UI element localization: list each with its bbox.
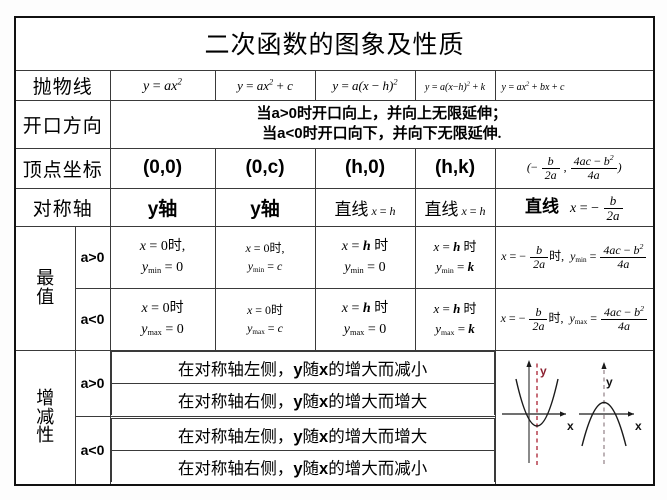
extremum-pos-cell-5: x = − b 2a 时, ymin = 4ac − b2 4a — [494, 225, 655, 289]
vertex-value-4: (h,k) — [414, 147, 496, 189]
monotonic-label-char3: 性 — [36, 425, 55, 446]
axis-value-2: y轴 — [214, 187, 316, 227]
monotonic-label-char2: 减 — [36, 406, 55, 427]
opening-direction-text: 当a>0时开口向上，并向上无限延伸； 当a<0时开口向下，并向下无限延伸. — [109, 100, 655, 149]
axis-value-3: 直线 x = h — [314, 187, 416, 227]
parabola-form-2: y = ax2 + c — [214, 70, 316, 101]
row-axis-of-symmetry: 对称轴 y轴 y轴 直线 x = h 直线 x = h 直线 x = − b 2a — [14, 187, 655, 227]
row-label-monotonic: 增 减 性 — [14, 349, 76, 485]
parabola-form-3: y = a(x − h)2 — [314, 70, 416, 101]
extremum-neg-cell-1: x = 0时 ymax = 0 — [109, 287, 216, 351]
right-x-label: x — [635, 419, 642, 433]
right-y-label: y — [606, 375, 613, 389]
left-y-arrow-icon — [526, 359, 532, 367]
extremum-neg-cell-5: x = − b 2a 时, ymax = 4ac − b2 4a — [494, 287, 655, 351]
row-extremum-positive: 最 值 a>0 x = 0时, ymin = 0 x = 0时, ymin = … — [14, 225, 655, 351]
row-parabola: 抛物线 y = ax2 y = ax2 + c y = a(x − h)2 y … — [14, 70, 655, 101]
vertex-value-5: (− b 2a , 4ac − b2 4a) — [494, 147, 655, 189]
left-y-label: y — [540, 364, 547, 378]
row-label-parabola: 抛物线 — [14, 70, 111, 101]
monotonic-pos-text-block: 在对称轴左侧，y随x的增大而减小 在对称轴右侧，y随x的增大而增大 — [109, 349, 496, 418]
parabola-form-4: y = a(x−h)2 + k — [414, 70, 496, 101]
parabola-graphs-cell: y x y x — [494, 349, 655, 485]
extremum-neg-cell-2: x = 0时 ymax = c — [214, 287, 316, 351]
monotonic-neg-line-2: 在对称轴右侧，y随x的增大而减小 — [110, 450, 495, 483]
parabola-form-1: y = ax2 — [109, 70, 216, 101]
left-parabola-curve — [515, 378, 559, 427]
row-label-extremum: 最 值 — [14, 225, 76, 351]
monotonic-neg-line-1: 在对称轴左侧，y随x的增大而增大 — [110, 418, 495, 452]
vertex-value-3: (h,0) — [314, 147, 416, 189]
row-label-axis: 对称轴 — [14, 187, 111, 227]
extremum-cond-positive: a>0 — [74, 225, 111, 289]
page-title: 二次函数的图象及性质 — [14, 16, 655, 71]
graph-downward-parabola: y x — [578, 361, 642, 464]
extremum-label-char2: 值 — [36, 287, 55, 307]
left-x-arrow-icon — [559, 410, 566, 417]
extremum-pos-cell-3: x = h 时 ymin = 0 — [314, 225, 416, 289]
extremum-neg-cell-4: x = h 时 ymax = k — [414, 287, 496, 351]
monotonic-neg-text-block: 在对称轴左侧，y随x的增大而增大 在对称轴右侧，y随x的增大而减小 — [109, 416, 496, 485]
quadratic-function-table: 二次函数的图象及性质 抛物线 y = ax2 y = ax2 + c y = a… — [14, 16, 656, 486]
opening-line-2: 当a<0时开口向下，并向下无限延伸. — [262, 125, 502, 143]
row-monotonic-positive: 增 减 性 a>0 在对称轴左侧，y随x的增大而减小 在对称轴右侧，y随x的增大… — [14, 349, 655, 485]
parabola-form-5: y = ax2 + bx + c — [494, 70, 655, 101]
opening-line-1: 当a>0时开口向上，并向上无限延伸； — [256, 105, 508, 122]
extremum-cond-negative: a<0 — [74, 287, 111, 351]
row-label-vertex: 顶点坐标 — [14, 147, 111, 189]
mono-text: 在对称轴左侧，y随x的增大而增大 — [177, 426, 428, 446]
axis-value-5: 直线 x = − b 2a — [494, 187, 655, 227]
vertex-value-1: (0,0) — [109, 147, 216, 189]
extremum-pos-cell-1: x = 0时, ymin = 0 — [109, 225, 216, 289]
extremum-label-char1: 最 — [36, 268, 55, 289]
row-label-opening: 开口方向 — [14, 100, 111, 149]
row-extremum-negative: a<0 x = 0时 ymax = 0 x = 0时 ymax = c x = … — [15, 287, 655, 351]
right-parabola-curve — [581, 401, 627, 446]
row-vertex-coordinates: 顶点坐标 (0,0) (0,c) (h,0) (h,k) (− b 2a , 4a… — [14, 147, 655, 189]
extremum-pos-cell-4: x = h 时 ymin = k — [414, 225, 496, 289]
vertex-value-2: (0,c) — [214, 147, 316, 189]
monotonic-cond-negative: a<0 — [74, 416, 111, 485]
table-title-row: 二次函数的图象及性质 — [14, 16, 655, 71]
mono-text: 在对称轴右侧，y随x的增大而减小 — [177, 458, 428, 478]
parabola-graphs-svg: y x y x — [501, 359, 642, 465]
extremum-neg-cell-3: x = h 时 ymax = 0 — [314, 287, 416, 351]
extremum-pos-cell-2: x = 0时, ymin = c — [214, 225, 316, 289]
monotonic-pos-line-2: 在对称轴右侧，y随x的增大而增大 — [110, 383, 495, 416]
left-x-label: x — [567, 419, 574, 433]
monotonic-pos-line-1: 在对称轴左侧，y随x的增大而减小 — [110, 351, 495, 385]
mono-text: 在对称轴右侧，y随x的增大而增大 — [177, 391, 428, 411]
graph-upward-parabola: y x — [501, 359, 574, 465]
axis-value-1: y轴 — [109, 187, 216, 227]
monotonic-cond-positive: a>0 — [74, 349, 111, 418]
right-x-arrow-icon — [627, 410, 634, 417]
monotonic-label-char1: 增 — [36, 387, 55, 408]
row-opening-direction: 开口方向 当a>0时开口向上，并向上无限延伸； 当a<0时开口向下，并向下无限延… — [14, 100, 655, 149]
axis-value-4: 直线 x = h — [414, 187, 496, 227]
mono-text: 在对称轴左侧，y随x的增大而减小 — [177, 359, 428, 379]
right-y-arrow-icon — [601, 361, 607, 369]
row-monotonic-negative: a<0 在对称轴左侧，y随x的增大而增大 在对称轴右侧，y随x的增大而减小 — [15, 416, 654, 485]
